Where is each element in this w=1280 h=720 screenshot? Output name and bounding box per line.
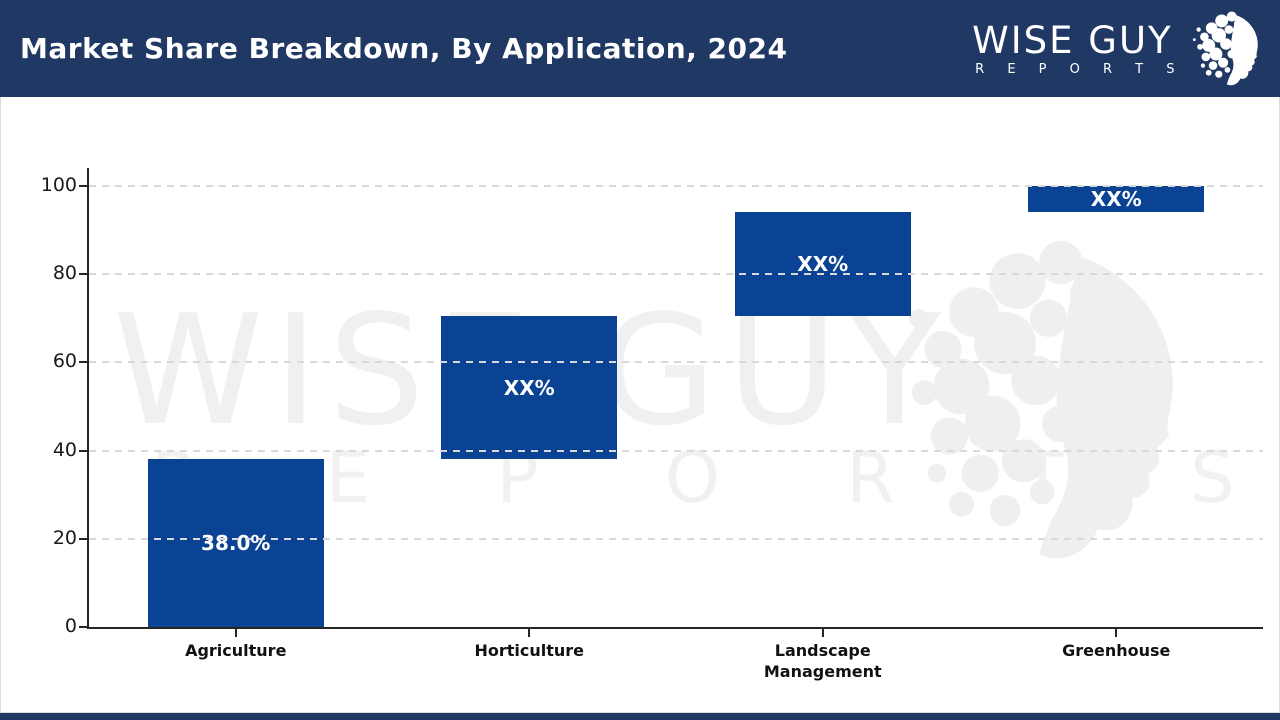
- x-tick-mark: [528, 629, 531, 637]
- x-tick-mark: [234, 629, 237, 637]
- x-axis-line: [87, 627, 1263, 629]
- chart-area: WISE GUY R E P O R T S 0 20 40 60 80 100 38.0%…: [0, 97, 1280, 713]
- category-label: Greenhouse: [1062, 641, 1171, 660]
- gridline: [89, 361, 1263, 364]
- brand-logo-text: WISE GUY R E P O R T S: [972, 22, 1184, 76]
- brand-logo: WISE GUY R E P O R T S: [972, 9, 1262, 89]
- gridline: [89, 273, 1263, 276]
- y-tick-mark: [79, 273, 87, 276]
- y-tick-mark: [79, 449, 87, 452]
- bar-value-label: XX%: [503, 375, 555, 400]
- y-tick-label: 20: [52, 526, 77, 549]
- dotted-head-logo-icon: [1192, 11, 1258, 85]
- category-label: Horticulture: [474, 641, 585, 660]
- category-label: Landscape Management: [763, 641, 882, 681]
- y-tick-label: 40: [52, 438, 77, 461]
- y-tick-label: 100: [40, 174, 77, 196]
- bar-value-label: XX%: [1090, 187, 1142, 212]
- header: Market Share Breakdown, By Application, …: [0, 0, 1280, 97]
- x-tick-mark: [1115, 629, 1118, 637]
- bar-value-label: XX%: [797, 252, 849, 277]
- y-tick-mark: [79, 185, 87, 187]
- bar: XX%: [734, 212, 911, 317]
- bar: 38.0%: [147, 459, 324, 627]
- brand-subname: R E P O R T S: [975, 61, 1184, 77]
- gridline: [89, 537, 1263, 540]
- y-tick-mark: [79, 626, 87, 628]
- category-label: Agriculture: [185, 641, 287, 660]
- footer-bar: [0, 713, 1280, 720]
- brand-name: WISE GUY: [972, 18, 1173, 62]
- x-tick-mark: [821, 629, 824, 637]
- y-axis-line: [87, 168, 89, 629]
- bar: XX%: [441, 316, 618, 460]
- bar: XX%: [1028, 186, 1205, 213]
- y-tick-mark: [79, 361, 87, 364]
- bar-value-label: 38.0%: [201, 531, 271, 556]
- gridline: [89, 185, 1263, 187]
- y-tick-label: 80: [52, 262, 77, 285]
- y-tick-mark: [79, 537, 87, 540]
- page-title: Market Share Breakdown, By Application, …: [20, 32, 788, 65]
- gridline: [89, 449, 1263, 452]
- y-tick-label: 60: [52, 350, 77, 373]
- y-tick-label: 0: [64, 615, 77, 637]
